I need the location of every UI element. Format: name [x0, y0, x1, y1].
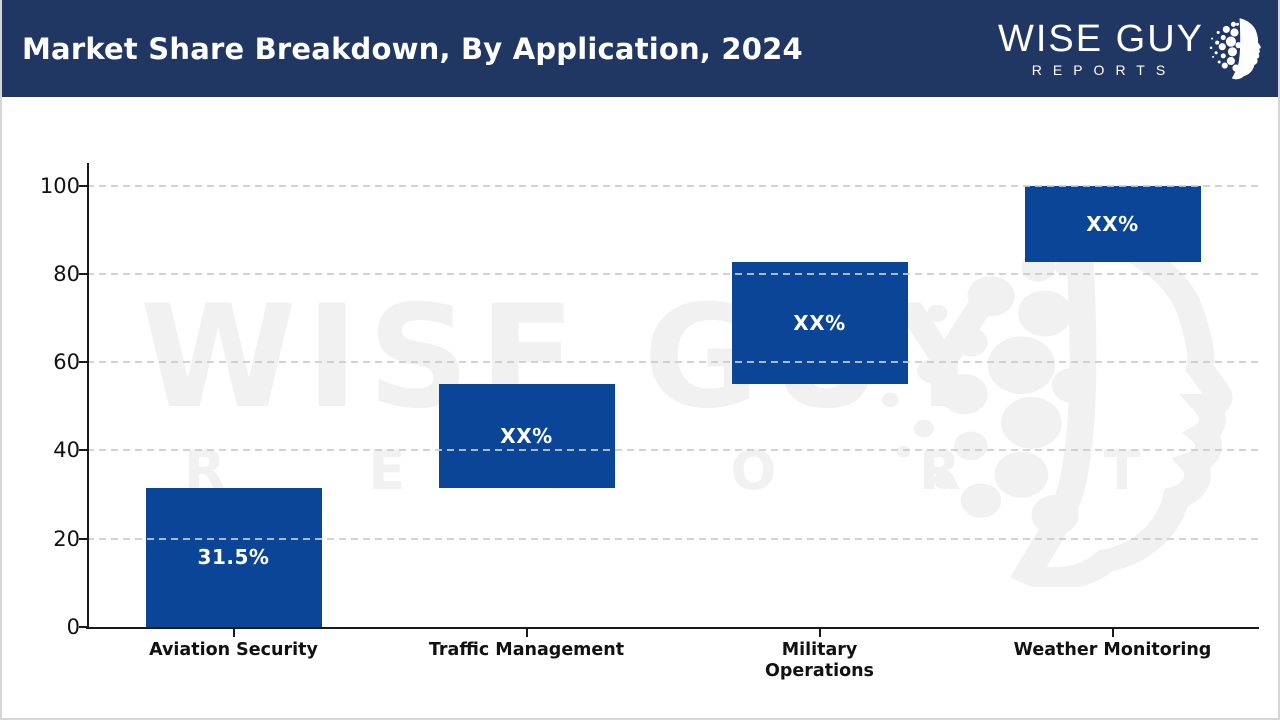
- wiseguy-logo: WISE GUY REPORTS: [998, 10, 1264, 88]
- y-tick-label-60: 60: [53, 350, 80, 375]
- x-tick-label-traffic-management: Traffic Management: [428, 640, 625, 660]
- watermark-face-icon: [881, 227, 1240, 587]
- y-tick-mark-60: [79, 361, 87, 364]
- gridline-60: [87, 361, 1259, 364]
- gridline-80: [87, 272, 1259, 275]
- bar-weather-monitoring: XX%: [1024, 185, 1201, 263]
- bar-traffic-management: XX%: [438, 384, 615, 488]
- y-tick-label-80: 80: [53, 261, 80, 286]
- x-tick-label-aviation-security: Aviation Security: [149, 640, 318, 660]
- gridline-100: [87, 184, 1259, 187]
- x-tick-mark-aviation-security: [232, 629, 235, 637]
- page-title: Market Share Breakdown, By Application, …: [22, 31, 803, 66]
- header-bar: Market Share Breakdown, By Application, …: [2, 0, 1278, 97]
- gridline-40: [87, 449, 1259, 452]
- y-tick-mark-40: [79, 449, 87, 452]
- x-tick-label-military-operations: Military Operations: [765, 640, 874, 681]
- y-tick-mark-20: [79, 537, 87, 540]
- bar-value-label: XX%: [500, 424, 553, 449]
- gridline-20: [87, 537, 1259, 540]
- logo-text: WISE GUY REPORTS: [998, 20, 1204, 78]
- x-tick-mark-military-operations: [818, 629, 821, 637]
- y-tick-mark-0: [79, 626, 87, 628]
- x-axis-line: [86, 627, 1259, 629]
- x-tick-mark-traffic-management: [525, 629, 528, 637]
- logo-face-icon: [1209, 17, 1261, 79]
- x-tick-label-weather-monitoring: Weather Monitoring: [1013, 640, 1212, 660]
- y-tick-label-20: 20: [53, 526, 80, 551]
- y-tick-label-0: 0: [66, 615, 80, 639]
- x-tick-mark-weather-monitoring: [1111, 629, 1114, 637]
- y-tick-mark-80: [79, 272, 87, 275]
- y-axis-line: [87, 163, 89, 629]
- bar-value-label: 31.5%: [197, 545, 270, 570]
- y-tick-label-100: 100: [39, 173, 80, 198]
- logo-wordmark: WISE GUY: [997, 17, 1204, 60]
- bar-military-operations: XX%: [731, 262, 908, 385]
- chart-area: WISE GUY R E P O R T S 0 20 40 60 80 100 31.5%…: [2, 97, 1278, 718]
- logo-subtitle: REPORTS: [1031, 61, 1177, 78]
- bar-aviation-security: 31.5%: [145, 487, 322, 627]
- y-tick-mark-100: [79, 184, 87, 187]
- bar-value-label: XX%: [1086, 211, 1139, 236]
- y-tick-label-40: 40: [53, 438, 80, 463]
- bar-value-label: XX%: [793, 311, 846, 336]
